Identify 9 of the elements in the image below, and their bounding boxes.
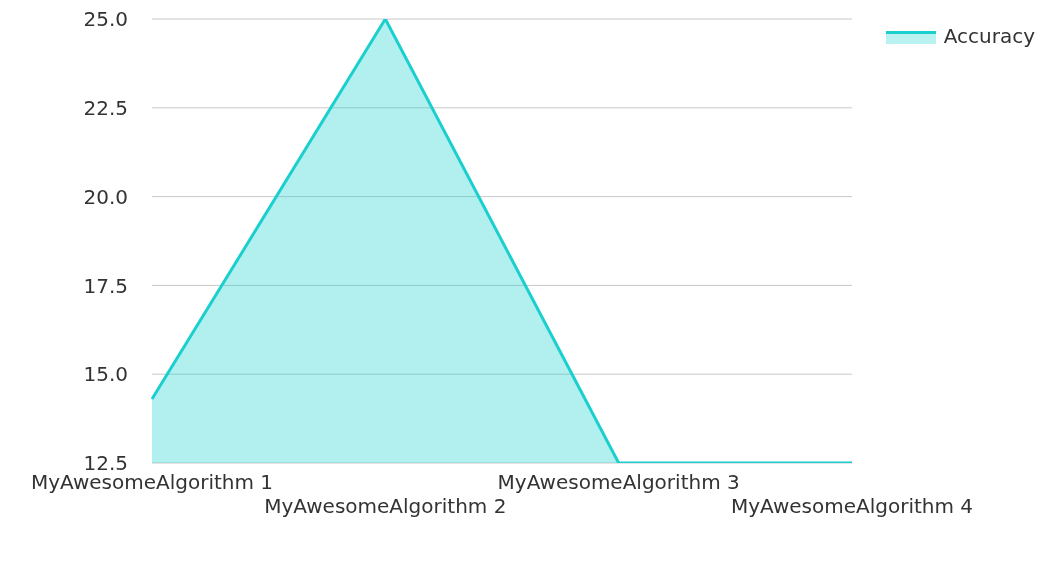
y-tick-label: 25.0 xyxy=(83,7,128,32)
y-tick-label: 22.5 xyxy=(83,95,128,120)
x-tick-label: MyAwesomeAlgorithm 4 xyxy=(730,494,974,518)
legend-label: Accuracy xyxy=(943,24,1035,48)
x-tick-label: MyAwesomeAlgorithm 3 xyxy=(497,470,740,494)
y-tick-label: 20.0 xyxy=(83,184,128,209)
y-tick-label: 15.0 xyxy=(83,362,128,387)
y-tick-label: 17.5 xyxy=(83,273,128,298)
x-tick-label: MyAwesomeAlgorithm 2 xyxy=(264,494,507,518)
